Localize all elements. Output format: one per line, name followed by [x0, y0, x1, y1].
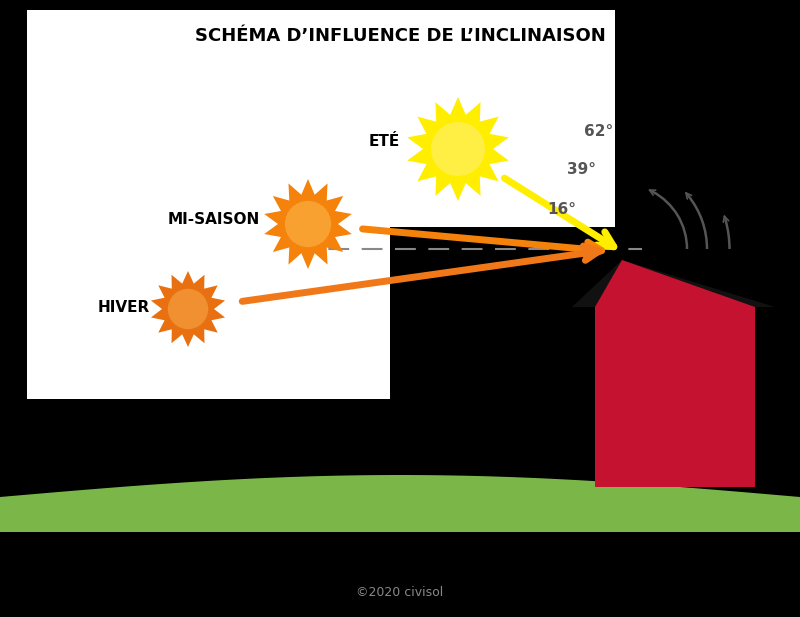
Polygon shape: [0, 475, 800, 532]
Circle shape: [432, 123, 484, 175]
Circle shape: [169, 289, 207, 328]
Text: 16°: 16°: [547, 202, 576, 217]
Polygon shape: [572, 260, 775, 307]
Text: ©2020 civisol: ©2020 civisol: [356, 586, 444, 599]
Text: SCHÉMA D’INFLUENCE DE L’INCLINAISON: SCHÉMA D’INFLUENCE DE L’INCLINAISON: [194, 27, 606, 45]
Polygon shape: [27, 10, 615, 399]
Polygon shape: [264, 179, 352, 269]
Text: HIVER: HIVER: [98, 299, 150, 315]
Text: ETÉ: ETÉ: [369, 133, 400, 149]
Polygon shape: [407, 97, 509, 201]
Polygon shape: [151, 271, 225, 347]
Text: 39°: 39°: [567, 162, 596, 176]
Text: 62°: 62°: [584, 123, 614, 138]
Circle shape: [286, 202, 330, 247]
Text: MI-SAISON: MI-SAISON: [168, 212, 260, 226]
Polygon shape: [595, 307, 755, 487]
Polygon shape: [595, 260, 755, 307]
